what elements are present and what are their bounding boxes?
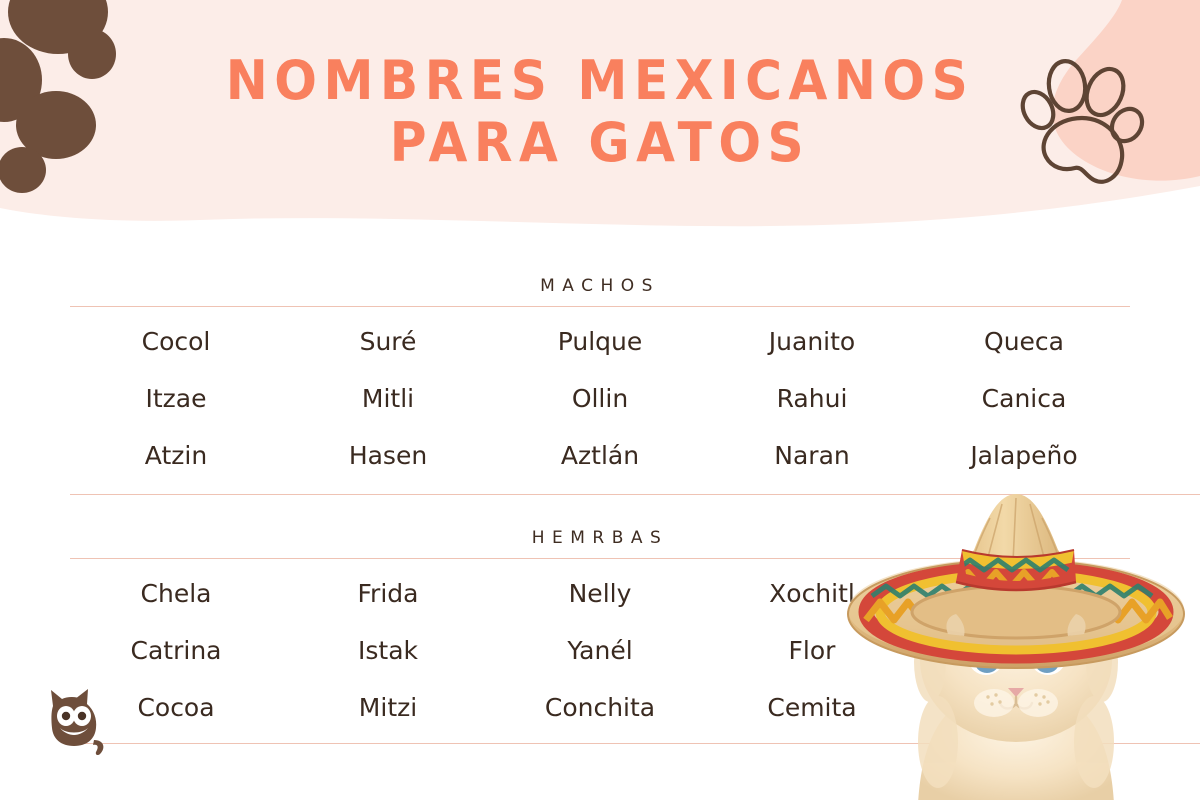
name-item[interactable]: Cocoa (137, 693, 215, 722)
name-item[interactable]: Flor (788, 636, 836, 665)
name-item[interactable]: Frida (357, 579, 419, 608)
name-item-empty (918, 679, 1130, 736)
paw-print-icon (0, 0, 116, 193)
name-item[interactable]: Nelly (568, 579, 632, 608)
section-heading-hembras: HEMRBAS (531, 528, 669, 548)
divider-machos-top (70, 306, 1130, 307)
name-item[interactable]: Catrina (130, 636, 222, 665)
name-item[interactable]: Mitzi (358, 693, 418, 722)
name-item[interactable]: Rahui (776, 384, 848, 413)
name-item[interactable]: Xochitl (769, 579, 855, 608)
name-item[interactable]: Hasen (348, 441, 428, 470)
divider-machos-bottom (70, 494, 1200, 495)
name-item[interactable]: Suré (359, 327, 417, 356)
name-item[interactable]: Aztlán (560, 441, 640, 470)
section-machos: MACHOS Cocol Suré Pulque Juanito Queca I… (0, 276, 1200, 484)
name-item[interactable]: Juanito (768, 327, 856, 356)
name-item[interactable]: Ollin (571, 384, 629, 413)
name-item[interactable]: Cocol (141, 327, 211, 356)
name-item-empty (918, 565, 1130, 622)
name-item[interactable]: Istak (358, 636, 418, 665)
names-grid-hembras: Chela Frida Nelly Xochitl Catrina Istak … (70, 559, 1130, 736)
name-item[interactable]: Chela (140, 579, 212, 608)
header-blob-light (0, 0, 1200, 227)
name-item[interactable]: Yanél (567, 636, 633, 665)
name-item[interactable]: Cemita (767, 693, 857, 722)
header-band (0, 0, 1200, 240)
name-item[interactable]: Conchita (544, 693, 656, 722)
names-grid-machos: Cocol Suré Pulque Juanito Queca Itzae Mi… (70, 307, 1130, 484)
name-item[interactable]: Mitli (361, 384, 415, 413)
name-item[interactable]: Itzae (145, 384, 207, 413)
name-item[interactable]: Canica (981, 384, 1067, 413)
name-item[interactable]: Queca (984, 327, 1064, 356)
divider-hembras-top (70, 558, 1130, 559)
name-item[interactable]: Pulque (557, 327, 643, 356)
name-item[interactable]: Naran (774, 441, 850, 470)
name-item[interactable]: Jalapeño (970, 441, 1078, 470)
divider-hembras-bottom (70, 743, 1200, 744)
section-hembras: HEMRBAS Chela Frida Nelly Xochitl Catrin… (0, 528, 1200, 736)
section-heading-machos: MACHOS (540, 276, 660, 296)
name-item[interactable]: Atzin (144, 441, 208, 470)
header-background-shapes (0, 0, 1200, 227)
name-item-empty (918, 622, 1130, 679)
